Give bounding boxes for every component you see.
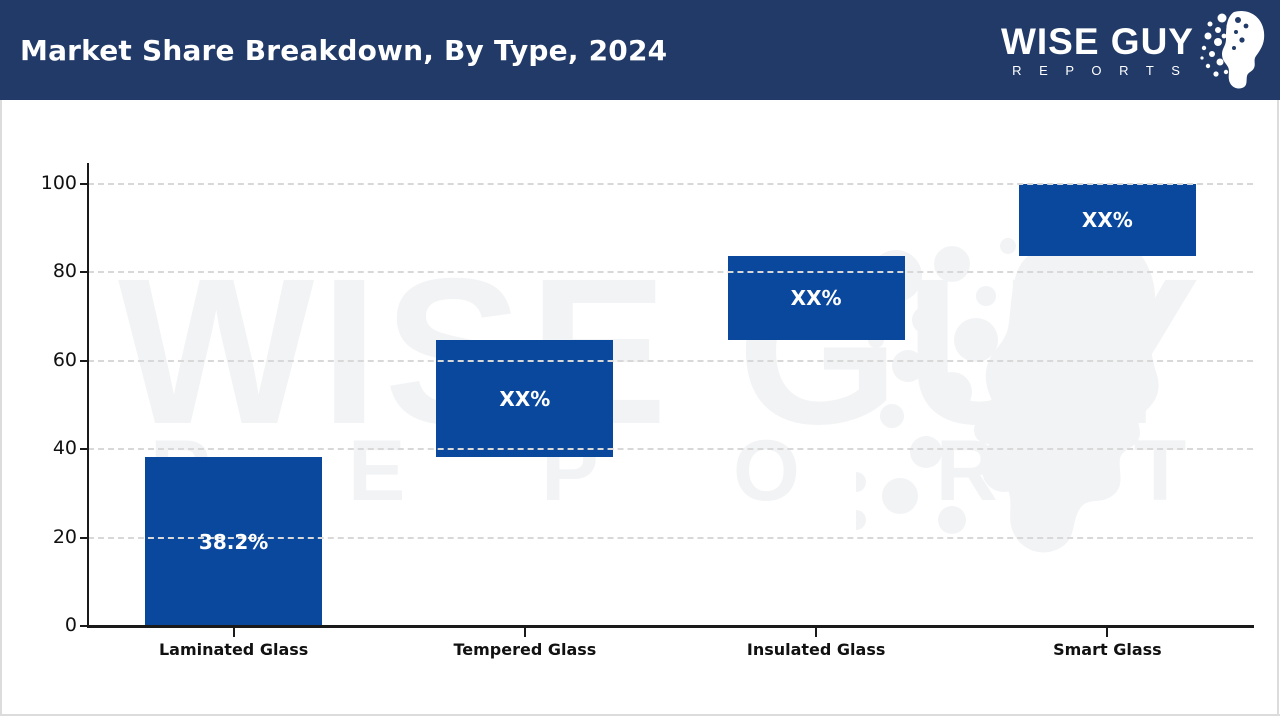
y-tick-label: 20	[52, 525, 77, 548]
y-tick-label: 100	[40, 172, 77, 194]
bar-insulated-glass	[727, 256, 905, 341]
y-tick-mark	[80, 359, 88, 362]
brand-logo: WISE GUY R E P O R T S	[1001, 6, 1268, 94]
gridline-100	[88, 183, 1253, 185]
bar-value-label-tempered-glass: XX%	[499, 386, 551, 411]
y-tick-mark	[80, 536, 88, 539]
x-axis-line	[87, 625, 1254, 628]
x-tick-mark	[815, 628, 818, 637]
x-category-label-smart-glass: Smart Glass	[1053, 640, 1162, 659]
gridline-60	[88, 359, 1253, 362]
gridline-20	[88, 536, 1253, 539]
bar-laminated-glass	[145, 457, 323, 626]
header-band: Market Share Breakdown, By Type, 2024 WI…	[0, 0, 1280, 100]
x-tick-mark	[1106, 628, 1109, 637]
bar-value-label-insulated-glass: XX%	[790, 286, 842, 311]
y-tick-mark	[80, 625, 88, 627]
x-tick-mark	[523, 628, 526, 637]
gridline-80	[88, 271, 1253, 274]
gridline-40	[88, 448, 1253, 451]
bar-value-label-laminated-glass: 38.2%	[198, 529, 269, 554]
page-border-right	[1277, 100, 1279, 716]
bar-smart-glass	[1018, 184, 1196, 257]
brand-logo-text: WISE GUY R E P O R T S	[1001, 23, 1194, 78]
x-category-label-insulated-glass: Insulated Glass	[746, 640, 886, 659]
chart-title: Market Share Breakdown, By Type, 2024	[20, 33, 668, 67]
brand-name: WISE GUY	[1000, 20, 1194, 62]
page-border-bottom	[0, 714, 1280, 716]
x-category-label-tempered-glass: Tempered Glass	[453, 640, 597, 659]
x-category-label-laminated-glass: Laminated Glass	[158, 640, 309, 659]
brand-head-icon	[1200, 10, 1265, 89]
y-tick-mark	[80, 448, 88, 451]
x-tick-mark	[232, 628, 235, 637]
y-tick-label: 40	[52, 437, 77, 460]
y-tick-label: 80	[52, 260, 77, 283]
watermark-head-icon	[856, 232, 1159, 553]
page-border-left	[0, 100, 2, 716]
brand-subtitle: R E P O R T S	[1012, 62, 1187, 78]
y-tick-label: 0	[64, 614, 77, 636]
y-axis-line	[87, 163, 89, 627]
y-tick-mark	[80, 183, 88, 185]
bar-value-label-smart-glass: XX%	[1081, 208, 1133, 233]
y-tick-mark	[80, 271, 88, 274]
y-tick-label: 60	[52, 348, 77, 371]
